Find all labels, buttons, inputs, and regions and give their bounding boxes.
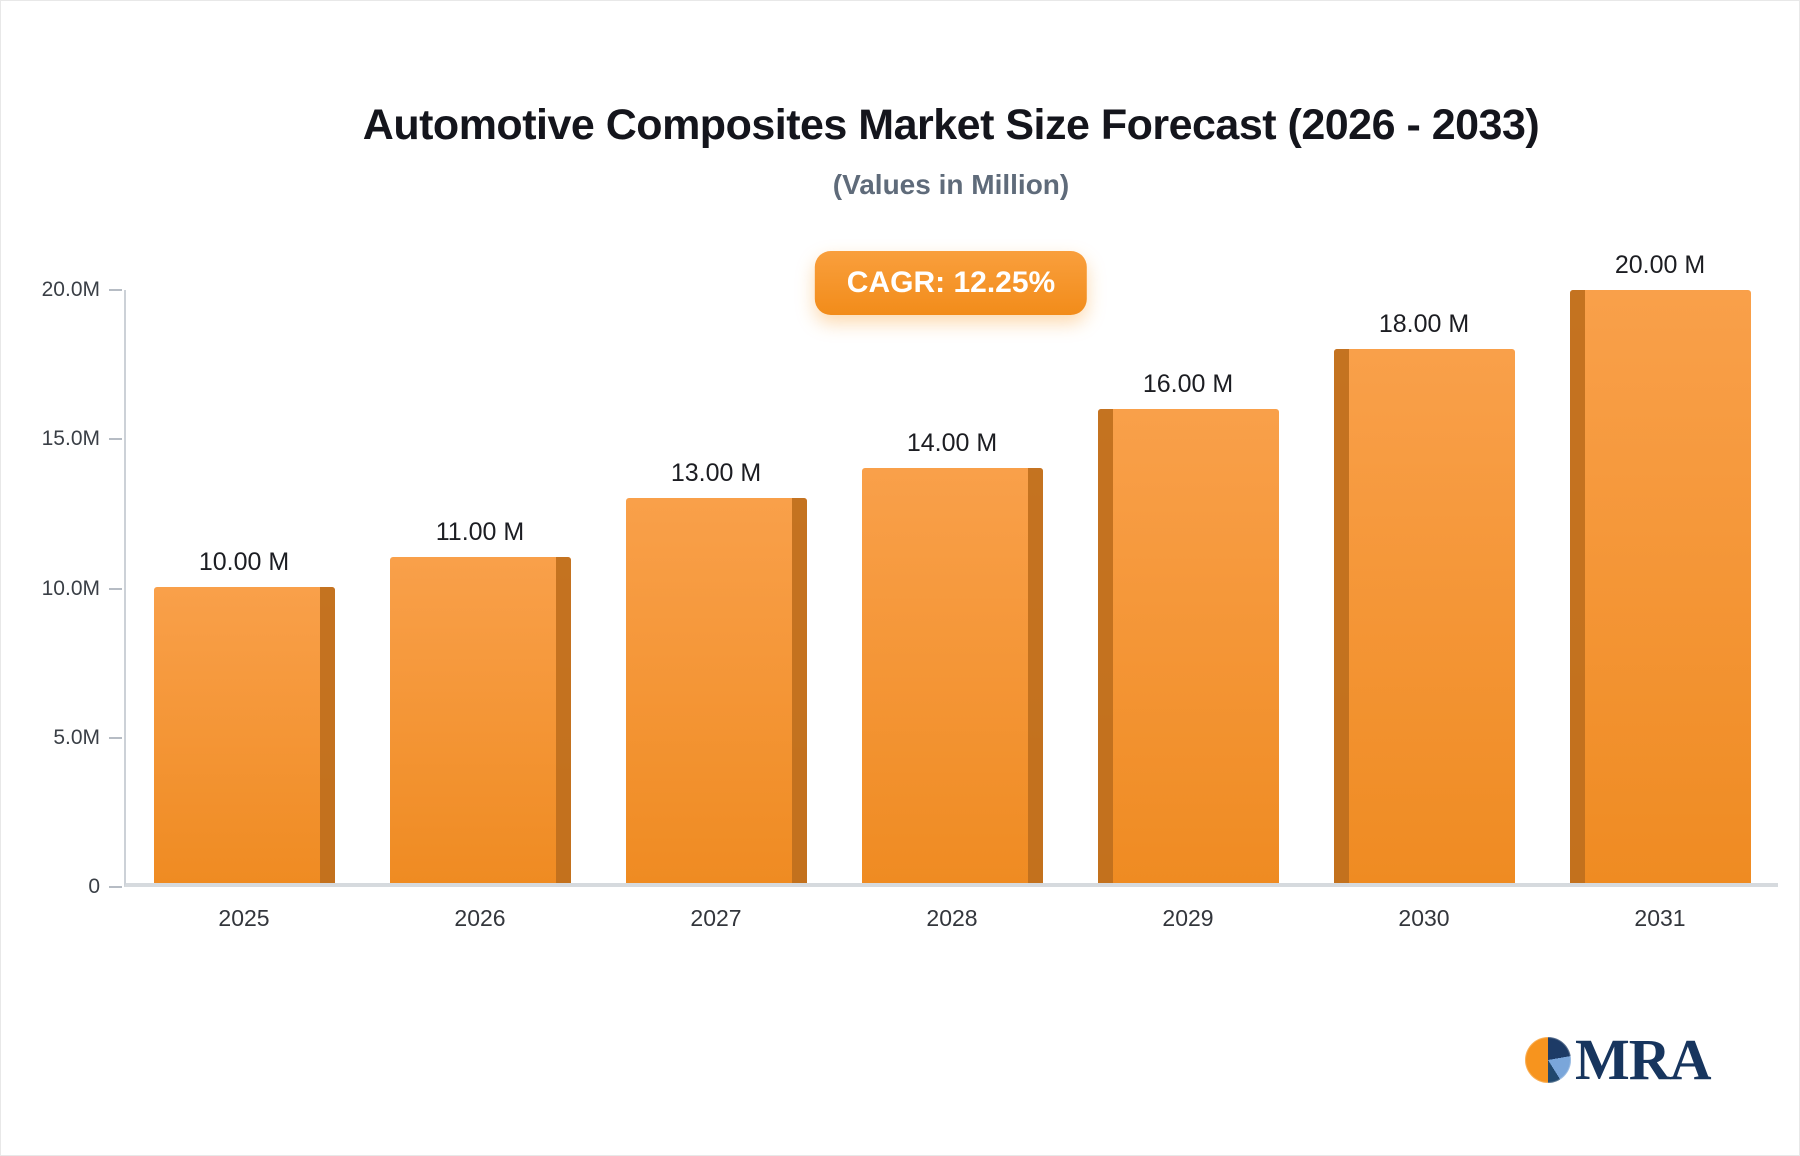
bar-3d-shade — [319, 586, 335, 883]
y-tick-row: 0 — [1, 875, 122, 899]
bar-2026[interactable]: 11.00 M — [389, 518, 571, 883]
y-axis-label: 20.0M — [41, 278, 100, 301]
y-axis-tick — [109, 289, 122, 291]
chart-subtitle: (Values in Million) — [832, 169, 1070, 200]
bar-slot: 18.00 M 2030 — [1306, 290, 1542, 931]
x-axis-label: 2031 — [1634, 905, 1686, 931]
cagr-badge: CAGR: 12.25% — [814, 251, 1088, 315]
bar-3d-shade — [791, 497, 807, 883]
y-tick-row: 5.0M — [1, 726, 122, 750]
bar-3d-shade — [1097, 408, 1113, 883]
x-axis-label: 2029 — [1162, 905, 1214, 931]
logo-text: MRA — [1575, 1027, 1712, 1092]
y-axis-tick — [109, 886, 122, 888]
pie-logo-icon — [1525, 1037, 1571, 1083]
brand-logo: MRA — [1525, 1027, 1712, 1092]
bar-slot: 20.00 M 2031 — [1542, 251, 1778, 931]
bar-value-label: 14.00 M — [906, 428, 998, 457]
x-axis-label: 2025 — [218, 905, 270, 931]
y-tick-row: 15.0M — [1, 427, 122, 451]
y-tick-row: 10.0M — [1, 577, 122, 601]
y-axis-label: 5.0M — [53, 725, 100, 749]
bar-2030[interactable]: 18.00 M — [1333, 310, 1515, 883]
bar-slot: 13.00 M 2027 — [598, 290, 834, 931]
bar-2027[interactable]: 13.00 M — [625, 459, 807, 883]
bar-value-label: 11.00 M — [435, 517, 525, 546]
bar-slot: 10.00 M 2025 — [126, 290, 362, 931]
bar-value-label: 10.00 M — [198, 547, 290, 576]
y-axis-tick — [109, 438, 122, 441]
y-axis: 0 5.0M 10.0M 15.0M 20.0M — [1, 278, 122, 898]
x-axis-label: 2027 — [690, 905, 742, 931]
bar-2028[interactable]: 14.00 M — [861, 429, 1043, 883]
bar-3d-shade — [1333, 349, 1349, 883]
y-axis-label: 0 — [88, 875, 100, 898]
bar-3d-shade — [1569, 290, 1585, 883]
x-axis-label: 2028 — [926, 905, 978, 931]
y-axis-tick — [109, 736, 122, 739]
plot-area: 10.00 M 2025 11.00 M 2026 13.00 M 2027 14.00 M… — [124, 251, 1778, 931]
bar-slot: 16.00 M 2029 — [1070, 290, 1306, 931]
bar-value-label: 20.00 M — [1614, 251, 1706, 279]
y-axis-tick — [109, 587, 122, 590]
y-axis-label: 15.0M — [41, 427, 100, 451]
bar-slot: 11.00 M 2026 — [362, 290, 598, 931]
bar-slot: 14.00 M 2028 — [834, 290, 1070, 931]
chart-title: Automotive Composites Market Size Foreca… — [362, 101, 1540, 149]
bar-3d-shade — [555, 556, 571, 883]
bar-2029[interactable]: 16.00 M — [1097, 370, 1279, 883]
bar-value-label: 18.00 M — [1378, 310, 1470, 339]
bar-3d-shade — [1027, 467, 1043, 883]
bar-2025[interactable]: 10.00 M — [153, 548, 335, 883]
x-axis-label: 2026 — [454, 905, 506, 931]
y-axis-label: 10.0M — [41, 576, 100, 600]
bar-2031[interactable]: 20.00 M — [1569, 251, 1751, 883]
bar-value-label: 16.00 M — [1142, 369, 1234, 398]
bar-value-label: 13.00 M — [670, 458, 762, 487]
y-tick-row: 20.0M — [1, 278, 122, 302]
x-axis-label: 2030 — [1398, 905, 1450, 931]
